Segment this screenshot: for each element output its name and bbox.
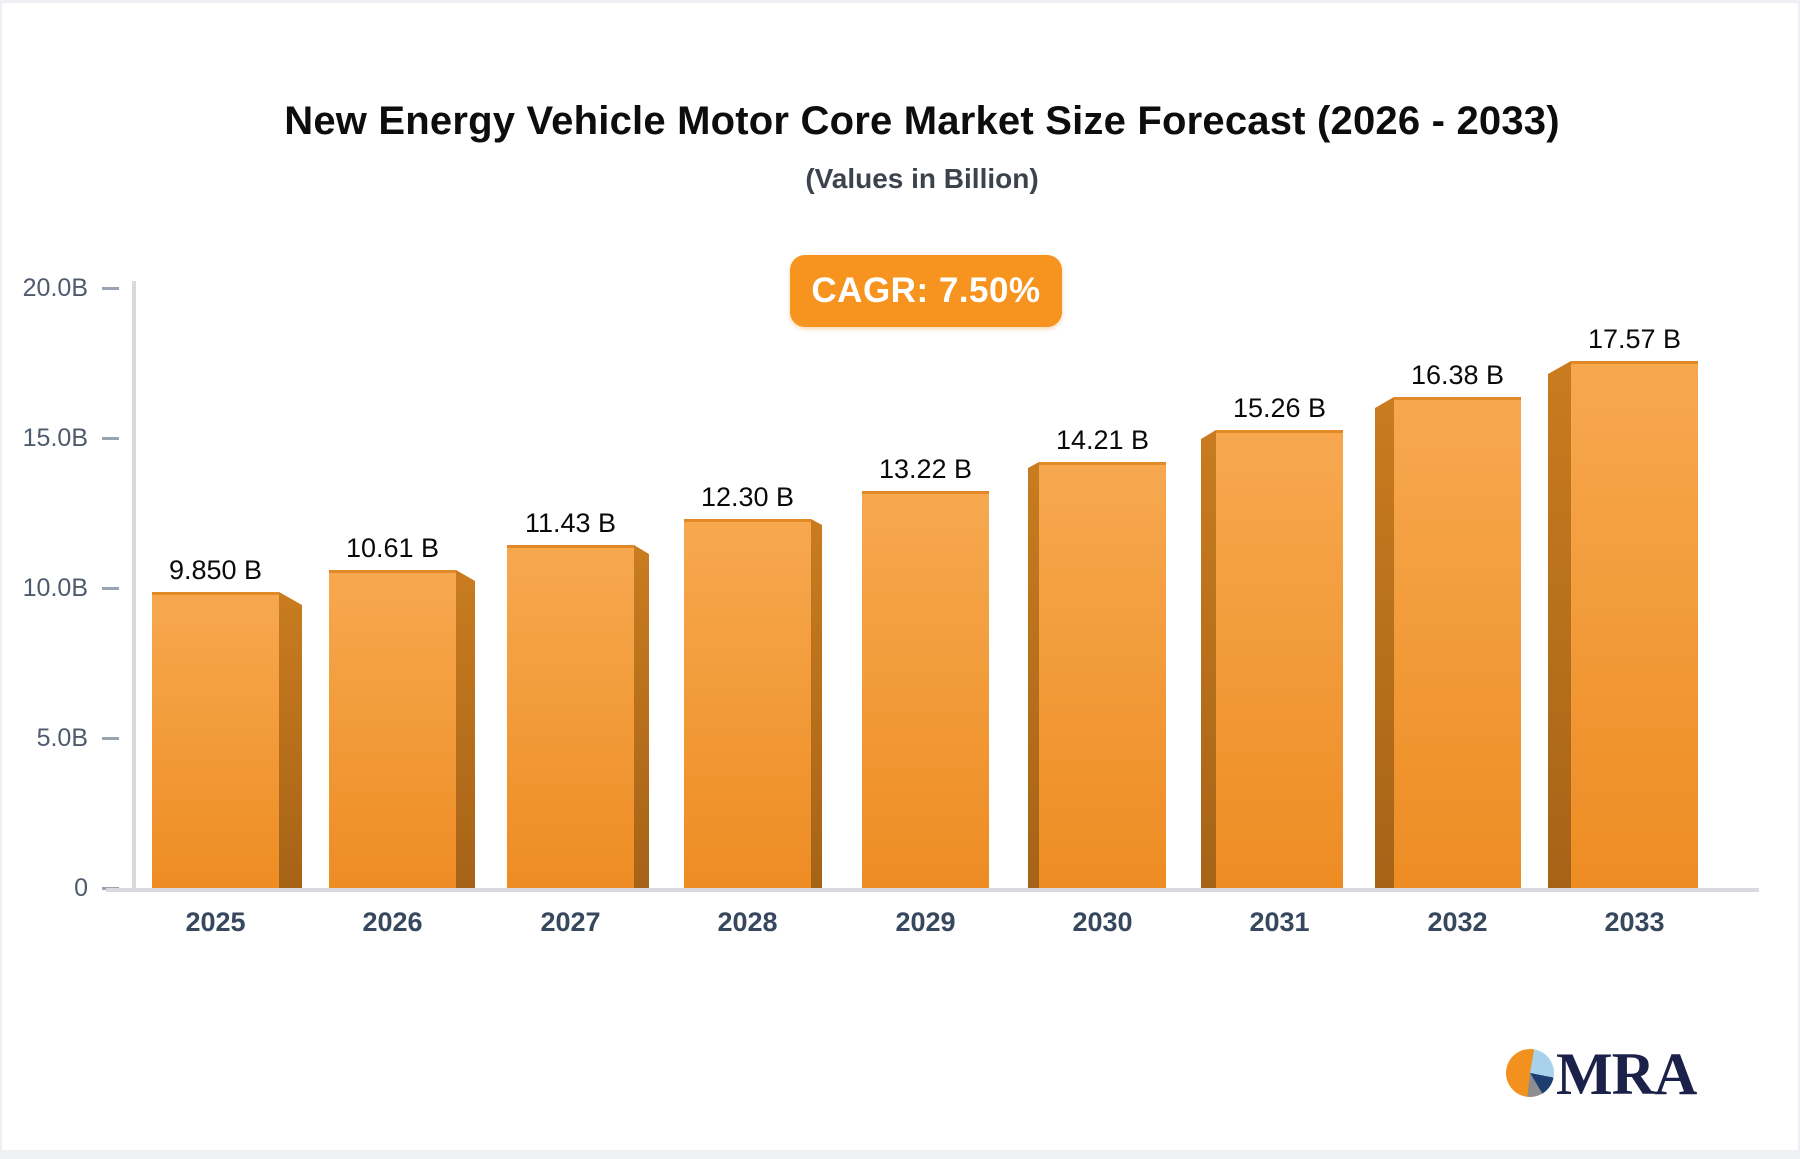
y-tick-mark-0 <box>102 287 119 290</box>
value-label-2029: 13.22 B <box>878 454 973 484</box>
bar-2026 <box>329 570 456 888</box>
bar-side-face-2027 <box>634 545 649 888</box>
frame-edge-right <box>1798 0 1800 1156</box>
y-tick-mark-1 <box>102 437 119 440</box>
value-label-2033: 17.57 B <box>1587 324 1682 354</box>
cagr-badge: CAGR: 7.50% <box>790 255 1062 327</box>
bar-2032 <box>1394 397 1521 888</box>
pie-chart-logo-icon <box>1506 1049 1554 1097</box>
y-tick-label-0: 20.0B <box>22 274 88 302</box>
plot-area: 20.0B 15.0B 10.0B 5.0B 0 9.850 B 2025 10.61 B 20… <box>2 3 1800 1159</box>
value-label-2026: 10.61 B <box>345 533 440 563</box>
bar-2033 <box>1571 361 1698 888</box>
bar-side-face-2030 <box>1028 462 1039 888</box>
chart-subtitle: (Values in Billion) <box>805 163 1039 194</box>
y-tick-label-3: 5.0B <box>36 724 88 752</box>
bar-side-face-2033 <box>1548 361 1571 888</box>
bar-2027 <box>507 545 634 888</box>
x-axis-label-2026: 2026 <box>362 907 423 937</box>
bar-2025 <box>152 592 279 888</box>
x-axis-label-2029: 2029 <box>895 907 956 937</box>
y-axis-line <box>132 281 136 892</box>
bar-side-face-2032 <box>1375 397 1394 888</box>
value-label-2025: 9.850 B <box>168 555 263 585</box>
value-label-2030: 14.21 B <box>1055 425 1150 455</box>
bar-side-face-2025 <box>279 592 302 888</box>
x-axis-baseline <box>106 888 1759 892</box>
y-tick-label-4: 0 <box>74 874 88 902</box>
bar-2028 <box>684 519 811 888</box>
x-axis-label-2028: 2028 <box>717 907 778 937</box>
bar-side-face-2031 <box>1201 430 1216 888</box>
chart-canvas: New Energy Vehicle Motor Core Market Siz… <box>2 3 1798 1150</box>
x-axis-label-2025: 2025 <box>185 907 246 937</box>
frame-edge-top <box>0 0 1800 3</box>
brand-logo: MRA <box>1506 1043 1766 1105</box>
value-label-2027: 11.43 B <box>524 508 617 538</box>
bar-side-face-2028 <box>811 519 822 888</box>
x-axis-label-2030: 2030 <box>1072 907 1133 937</box>
frame-edge-left <box>0 0 2 1156</box>
bar-side-face-2026 <box>456 570 475 888</box>
x-axis-label-2032: 2032 <box>1427 907 1488 937</box>
value-label-2032: 16.38 B <box>1410 360 1505 390</box>
frame-edge-bottom <box>0 1150 1800 1156</box>
bar-2029 <box>862 491 989 888</box>
y-tick-mark-3 <box>102 737 119 740</box>
x-axis-label-2027: 2027 <box>540 907 601 937</box>
value-label-2028: 12.30 B <box>700 482 795 512</box>
x-axis-label-2033: 2033 <box>1604 907 1665 937</box>
bar-2030 <box>1039 462 1166 888</box>
y-tick-label-2: 10.0B <box>22 574 88 602</box>
y-tick-mark-2 <box>102 587 119 590</box>
chart-title: New Energy Vehicle Motor Core Market Siz… <box>284 99 1560 143</box>
value-label-2031: 15.26 B <box>1232 393 1327 423</box>
x-axis-label-2031: 2031 <box>1249 907 1310 937</box>
brand-logo-text: MRA <box>1556 1041 1697 1107</box>
y-tick-label-1: 15.0B <box>22 424 88 452</box>
bar-2031 <box>1216 430 1343 888</box>
